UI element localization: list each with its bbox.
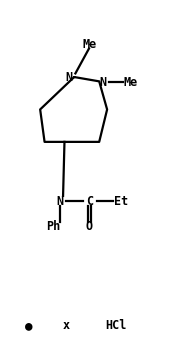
Text: x: x	[63, 319, 70, 332]
Text: C: C	[86, 195, 93, 208]
Text: Me: Me	[82, 38, 97, 51]
Text: HCl: HCl	[105, 319, 127, 332]
Text: Et: Et	[114, 195, 128, 208]
Text: Me: Me	[124, 76, 138, 89]
Text: N: N	[57, 195, 64, 208]
Text: ●: ●	[25, 319, 32, 332]
Text: Ph: Ph	[46, 220, 61, 233]
Text: N: N	[99, 76, 106, 89]
Text: N: N	[66, 70, 73, 83]
Text: O: O	[86, 220, 93, 233]
